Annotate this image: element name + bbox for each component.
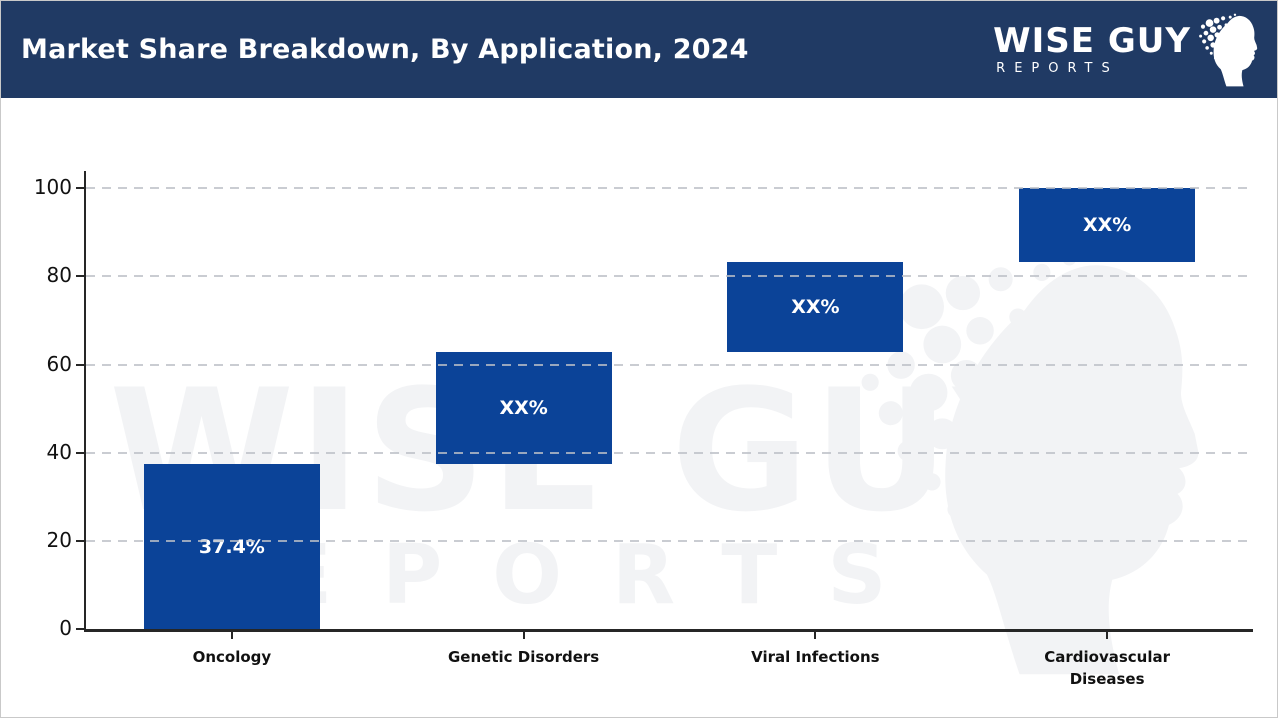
y-tick-80	[76, 275, 84, 278]
gridline-40	[86, 451, 1253, 454]
x-category-label-genetic-disorders: Genetic Disorders	[448, 648, 600, 666]
y-tick-label-100: 100	[33, 175, 72, 200]
y-tick-label-40: 40	[46, 439, 72, 464]
x-tick-viral-infections	[814, 632, 817, 639]
x-category-label-cardiovascular-diseases: Cardiovascular Diseases	[1044, 648, 1171, 688]
gridline-80	[86, 275, 1253, 278]
y-tick-20	[76, 539, 84, 542]
y-tick-40	[76, 451, 84, 454]
header: Market Share Breakdown, By Application, …	[1, 1, 1277, 98]
logo-text: WISE GUY REPORTS	[993, 24, 1191, 76]
gridline-20	[86, 539, 1253, 542]
wise-guy-logo: WISE GUY REPORTS	[993, 13, 1259, 87]
chart-canvas: WISE GUY REPORTS 37.4%OncologyXX%Genetic…	[1, 98, 1277, 717]
y-tick-label-80: 80	[46, 263, 72, 288]
x-tick-cardiovascular-diseases	[1106, 632, 1109, 639]
x-tick-oncology	[230, 632, 233, 639]
x-axis-line	[84, 629, 1253, 632]
bar-genetic-disorders: XX%	[435, 352, 612, 465]
bar-cardiovascular-diseases: XX%	[1019, 188, 1196, 262]
bar-value-label: XX%	[791, 295, 840, 318]
gridline-60	[86, 363, 1253, 366]
logo-subtitle: REPORTS	[996, 60, 1119, 76]
logo-face-icon	[1199, 13, 1258, 86]
plot-area: 37.4% Oncology XX% Genetic Disorders XX% Vira…	[34, 171, 1253, 688]
bar-oncology: 37.4%	[143, 464, 320, 629]
y-tick-label-60: 60	[46, 351, 72, 376]
y-axis-line	[84, 171, 86, 632]
y-tick-0	[76, 628, 84, 630]
gridline-100	[86, 187, 1253, 190]
y-tick-60	[76, 363, 84, 366]
bar-value-label: XX%	[499, 397, 548, 420]
logo-wordmark: WISE GUY	[993, 20, 1191, 61]
y-tick-label-0: 0	[59, 616, 72, 640]
y-tick-100	[76, 187, 84, 190]
bar-value-label: XX%	[1082, 213, 1132, 236]
x-category-label-viral-infections: Viral Infections	[751, 648, 880, 666]
x-category-label-oncology: Oncology	[192, 648, 272, 666]
y-tick-label-20: 20	[46, 527, 72, 552]
chart-title: Market Share Breakdown, By Application, …	[21, 34, 749, 65]
x-tick-genetic-disorders	[522, 632, 525, 639]
